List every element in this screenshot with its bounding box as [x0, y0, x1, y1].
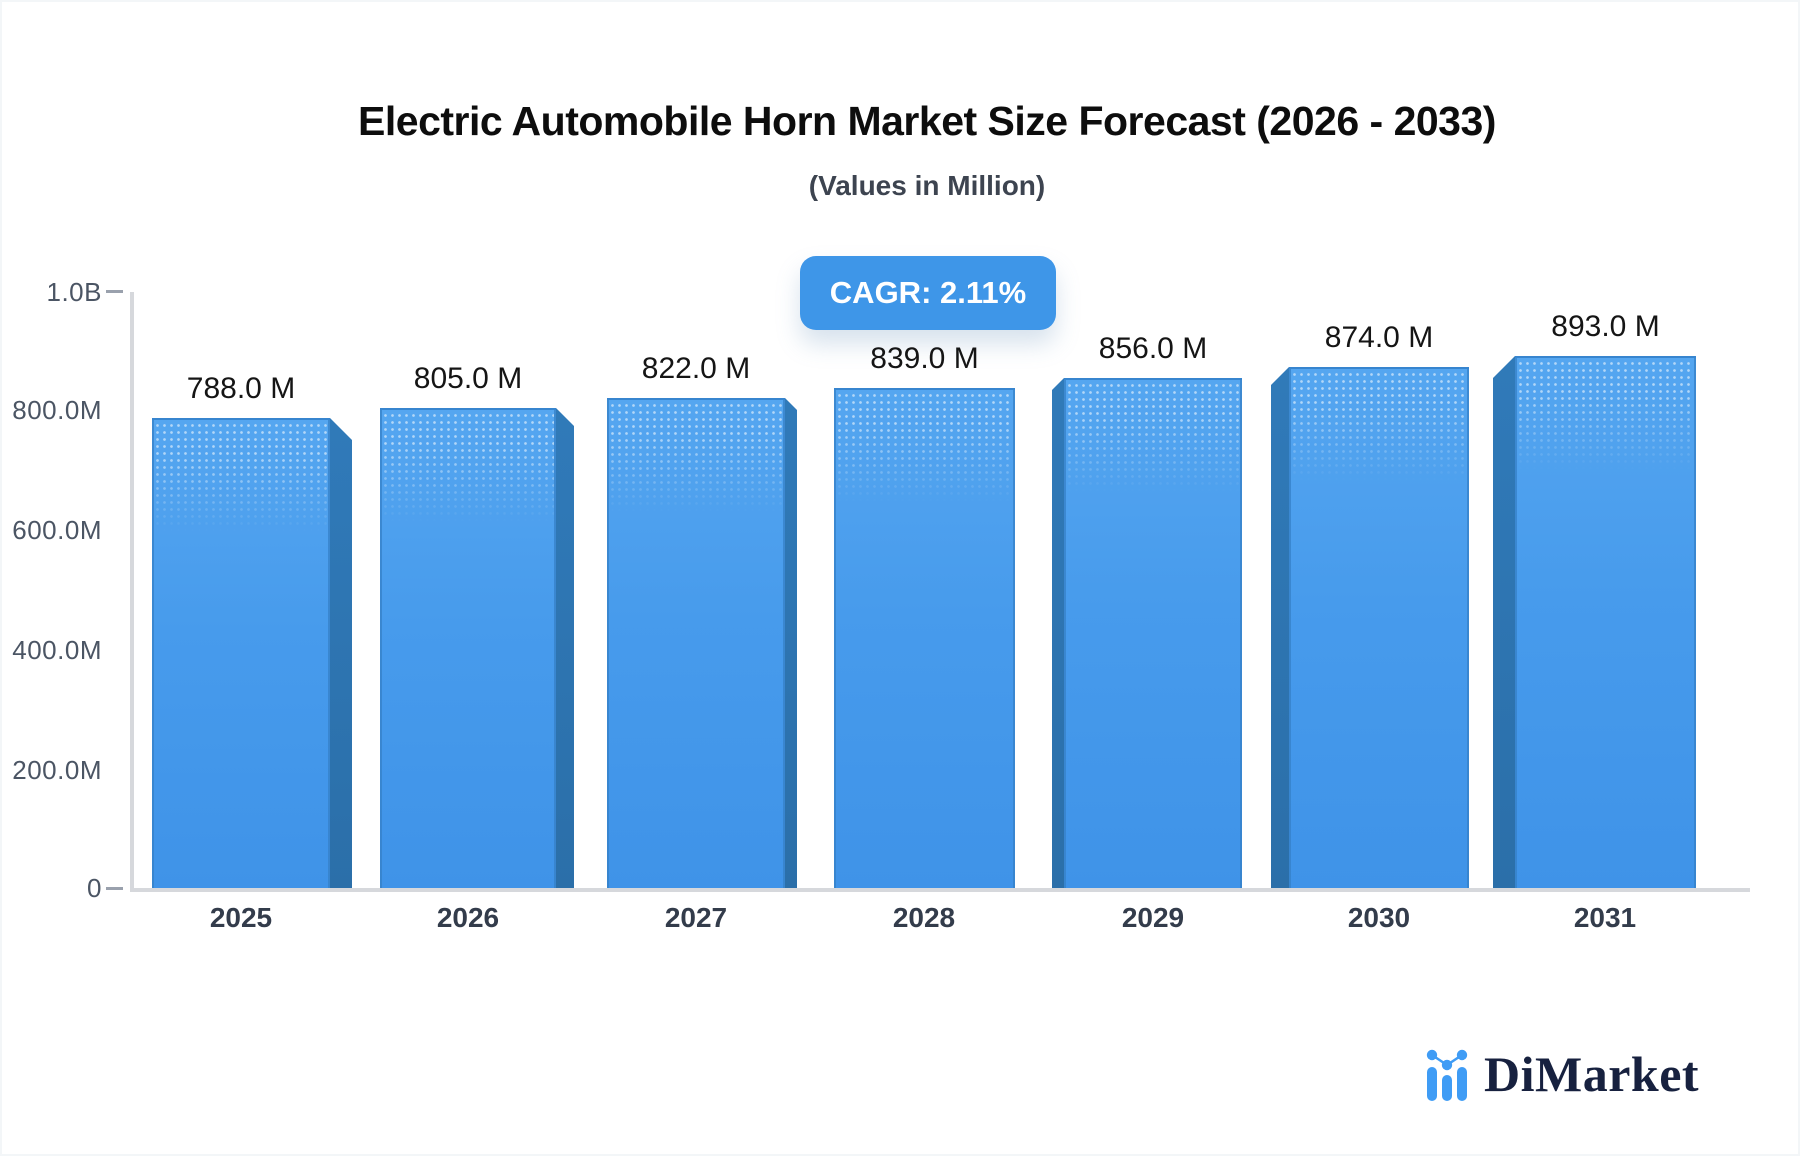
- page-title: Electric Automobile Horn Market Size For…: [358, 98, 1496, 144]
- x-axis-label: 2026: [436, 902, 500, 933]
- brand-name: DiMarket: [1484, 1046, 1700, 1102]
- bar-3d-side: [1052, 378, 1064, 888]
- bar-value-label: 856.0 M: [1098, 332, 1208, 365]
- bar-texture: [154, 422, 328, 532]
- bar-2030: [1289, 367, 1469, 888]
- bar-2027: [607, 398, 785, 888]
- bar-texture: [1291, 371, 1467, 481]
- y-axis-label: 400.0M: [12, 635, 102, 665]
- y-axis-label: 1.0B: [46, 277, 102, 307]
- y-axis-line: [130, 292, 134, 890]
- bar-2029: [1064, 378, 1242, 888]
- bar-2026: [380, 408, 556, 888]
- bar-value-label: 788.0 M: [186, 372, 296, 405]
- bar-3d-side: [785, 398, 797, 888]
- y-axis-label: 200.0M: [12, 755, 102, 785]
- x-axis-label: 2028: [892, 902, 956, 933]
- y-axis-label: 0: [87, 873, 102, 903]
- bar-3d-side: [556, 408, 574, 888]
- x-axis-label: 2029: [1121, 902, 1185, 933]
- cagr-badge: CAGR: 2.11%: [800, 256, 1056, 330]
- x-axis-label: 2031: [1573, 902, 1637, 933]
- bar-3d-side: [330, 418, 352, 888]
- bar-texture: [836, 392, 1013, 502]
- bar-texture: [1517, 360, 1694, 470]
- bar-texture: [382, 412, 554, 522]
- y-tick-0: [106, 887, 123, 890]
- bar-texture: [609, 402, 783, 512]
- x-axis-label: 2025: [209, 902, 273, 933]
- bar-3d-side: [1493, 356, 1515, 888]
- chart-subtitle: (Values in Million): [808, 170, 1046, 201]
- bar-value-label: 822.0 M: [641, 352, 751, 385]
- bar-value-label: 805.0 M: [413, 362, 523, 395]
- bar-value-label: 839.0 M: [870, 342, 979, 375]
- bar-value-label: 893.0 M: [1551, 310, 1660, 343]
- y-axis-label: 800.0M: [12, 395, 102, 425]
- x-axis-label: 2030: [1347, 902, 1411, 933]
- x-axis-label: 2027: [664, 902, 728, 933]
- x-axis-line: [130, 888, 1750, 892]
- bar-3d-side: [1271, 367, 1289, 888]
- cagr-badge-label: CAGR: 2.11%: [829, 275, 1027, 310]
- brand-logo: DiMarket: [1424, 1040, 1699, 1108]
- bar-value-label: 874.0 M: [1324, 321, 1434, 354]
- y-tick-1b: [106, 290, 123, 293]
- bar-2028: [834, 388, 1015, 888]
- bar-chart-logo-icon: [1426, 1049, 1468, 1101]
- y-axis-label: 600.0M: [12, 515, 102, 545]
- bar-2025: [152, 418, 330, 888]
- bar-texture: [1066, 382, 1240, 492]
- bar-2031: [1515, 356, 1696, 888]
